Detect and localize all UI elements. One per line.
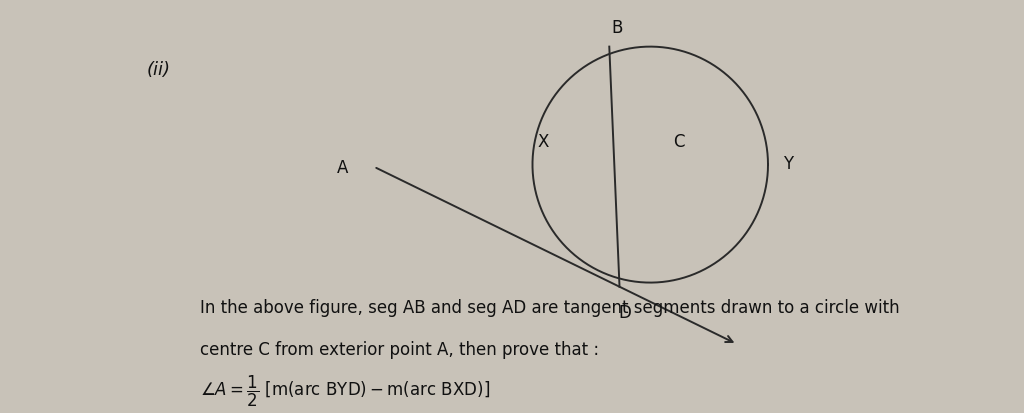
Text: C: C <box>673 133 684 151</box>
Text: $\angle A = \dfrac{1}{2}\ [\mathrm{m(arc\ BYD)} - \mathrm{m(arc\ BXD)}]$: $\angle A = \dfrac{1}{2}\ [\mathrm{m(arc… <box>200 373 489 408</box>
Text: D: D <box>618 304 631 321</box>
Text: X: X <box>537 133 549 151</box>
Text: In the above figure, seg AB and seg AD are tangent segments drawn to a circle wi: In the above figure, seg AB and seg AD a… <box>200 299 899 317</box>
Text: B: B <box>611 19 624 37</box>
Text: A: A <box>337 158 348 176</box>
Text: centre C from exterior point A, then prove that :: centre C from exterior point A, then pro… <box>200 340 599 358</box>
Text: (ii): (ii) <box>146 61 171 79</box>
Text: Y: Y <box>783 154 794 172</box>
